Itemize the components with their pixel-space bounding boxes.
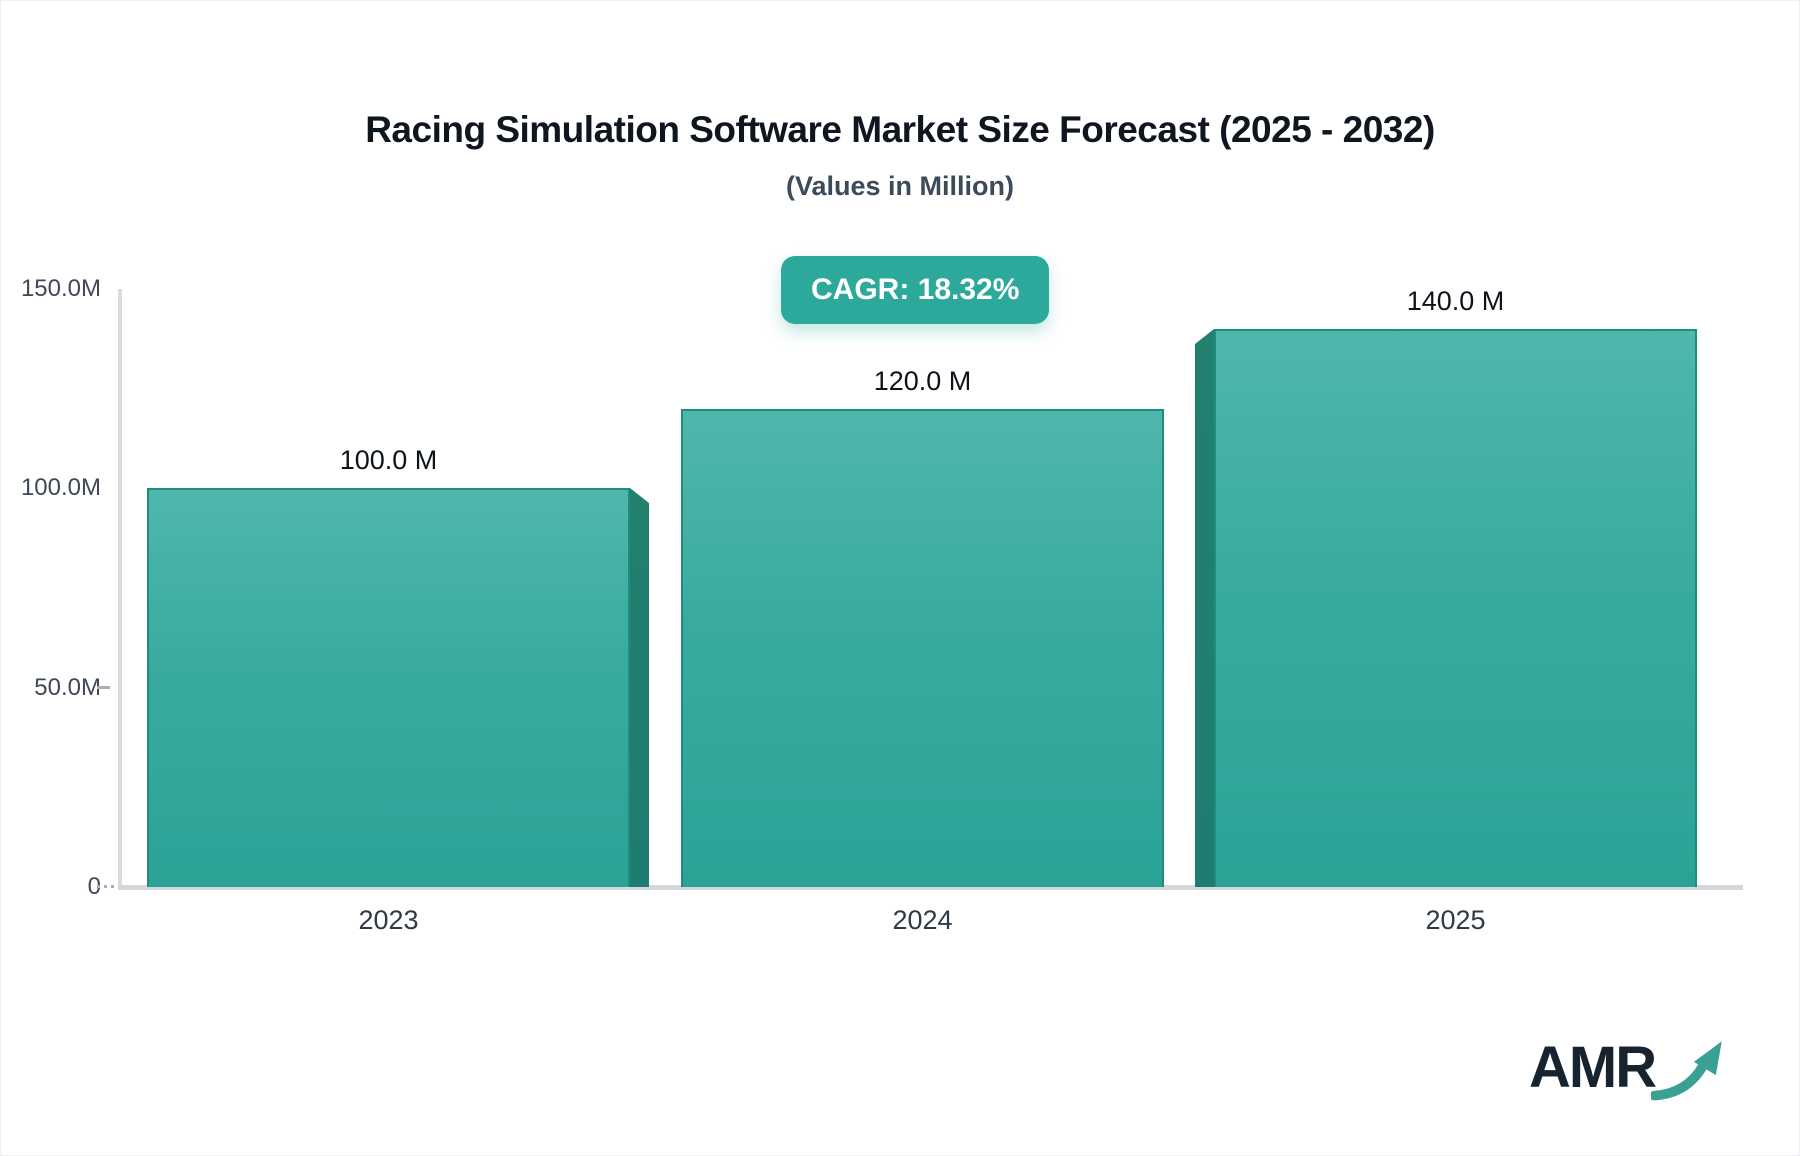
y-axis-tick — [97, 885, 114, 888]
x-axis-line — [118, 885, 1743, 890]
y-axis-label-100.0M: 100.0M — [20, 474, 101, 501]
cagr-badge: CAGR: 18.32% — [781, 256, 1050, 324]
y-axis-label-150.0M: 150.0M — [20, 275, 101, 302]
bar-value-label-2023: 100.0 M — [339, 445, 438, 475]
brand-logo-text: AMR — [1529, 1035, 1657, 1100]
y-axis-tick — [97, 686, 110, 689]
y-axis-label-0: 0 — [87, 873, 101, 900]
bar-3d-side-2025 — [1195, 329, 1214, 887]
y-axis-line — [118, 289, 122, 889]
chart-subtitle: (Values in Million) — [785, 171, 1015, 201]
brand-logo: AMR — [1529, 1035, 1725, 1108]
bar-2025 — [1214, 329, 1697, 887]
bar-2023 — [147, 488, 630, 887]
bar-3d-side-2023 — [630, 488, 649, 887]
bar-value-label-2025: 140.0 M — [1406, 286, 1505, 316]
x-axis-label-2025: 2025 — [1425, 905, 1486, 935]
x-axis-label-2024: 2024 — [892, 905, 953, 935]
growth-arrow-icon — [1649, 1037, 1725, 1108]
chart-title: Racing Simulation Software Market Size F… — [365, 109, 1435, 150]
y-axis-label-50.0M: 50.0M — [34, 674, 101, 701]
bar-2024 — [681, 409, 1164, 887]
bar-value-label-2024: 120.0 M — [873, 366, 972, 396]
x-axis-label-2023: 2023 — [358, 905, 419, 935]
